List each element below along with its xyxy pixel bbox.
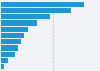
Bar: [1, 39, 21, 44]
Bar: [1, 27, 28, 32]
Bar: [1, 2, 84, 7]
Bar: [1, 20, 37, 26]
Bar: [1, 64, 4, 69]
Bar: [1, 58, 8, 63]
Bar: [1, 14, 50, 19]
Bar: [1, 52, 15, 57]
Bar: [1, 45, 18, 51]
Bar: [1, 8, 71, 13]
Bar: [1, 33, 24, 38]
